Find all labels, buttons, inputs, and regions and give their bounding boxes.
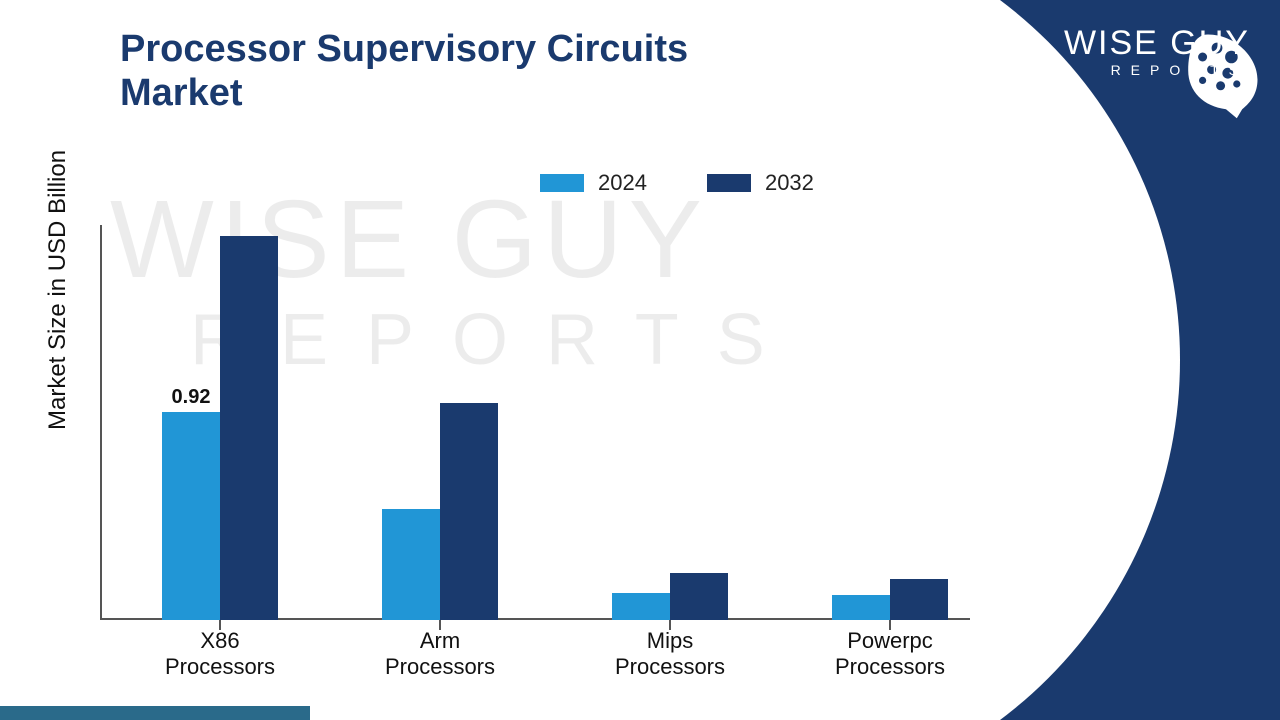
legend-swatch-2032 [707, 174, 751, 192]
brand-logo: WISE GUY REPORTS [1064, 26, 1250, 78]
y-axis-label: Market Size in USD Billion [44, 150, 72, 430]
bottom-accent-bar [0, 706, 310, 720]
category-label: X86Processors [130, 628, 310, 681]
legend: 2024 2032 [540, 170, 814, 196]
legend-label-2032: 2032 [765, 170, 814, 196]
brand-sub: REPORTS [1064, 62, 1250, 78]
bar [890, 579, 948, 620]
chart-title: Processor Supervisory Circuits Market [120, 28, 760, 115]
category-label: ArmProcessors [350, 628, 530, 681]
bar-group [360, 403, 520, 620]
bar-value-label: 0.92 [172, 386, 211, 409]
bar [612, 593, 670, 620]
bar-group [140, 236, 300, 620]
bar-group [810, 579, 970, 620]
legend-item-2024: 2024 [540, 170, 647, 196]
right-brand-panel [960, 0, 1280, 720]
legend-swatch-2024 [540, 174, 584, 192]
legend-item-2032: 2032 [707, 170, 814, 196]
bar [162, 412, 220, 620]
brand-name: WISE GUY [1064, 26, 1250, 60]
bar [670, 573, 728, 620]
bar [832, 595, 890, 620]
y-axis-line [100, 225, 102, 620]
legend-label-2024: 2024 [598, 170, 647, 196]
bar [440, 403, 498, 620]
plot-area [100, 225, 970, 620]
bar [220, 236, 278, 620]
bar-group [590, 573, 750, 620]
category-label: MipsProcessors [580, 628, 760, 681]
category-label: PowerpcProcessors [800, 628, 980, 681]
canvas: WISE GUY REPORTS Processor Supervisory C… [0, 0, 1280, 720]
bar [382, 509, 440, 620]
